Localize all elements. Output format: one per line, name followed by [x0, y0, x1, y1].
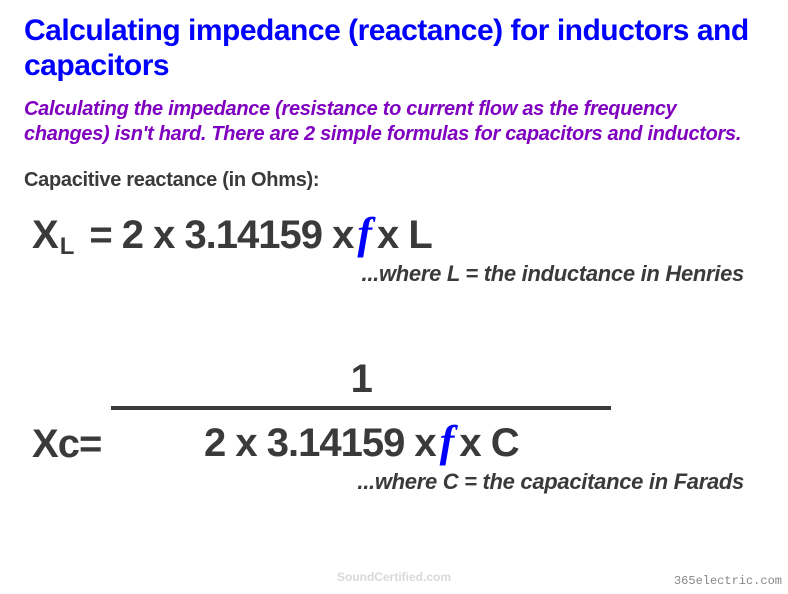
watermark-right: 365electric.com	[674, 574, 782, 588]
formula1-rhs-a: 2 x 3.14159 x	[122, 213, 354, 258]
formula2-den-b: x C	[459, 421, 518, 466]
watermark-center: SoundCertified.com	[0, 570, 788, 584]
formula1-fvar: f	[357, 208, 371, 259]
page-title: Calculating impedance (reactance) for in…	[24, 14, 764, 83]
section-label: Capacitive reactance (in Ohms):	[24, 169, 764, 192]
formula-capacitive: Xc = 1 2 x 3.14159 x f x C	[24, 357, 764, 467]
formula2-where: ...where C = the capacitance in Farads	[24, 469, 764, 495]
formula2-fraction: 1 2 x 3.14159 x f x C	[111, 357, 611, 467]
formula1-var: X	[32, 213, 58, 258]
formula2-lhs: Xc =	[32, 422, 101, 467]
formula1-where: ...where L = the inductance in Henries	[24, 261, 764, 287]
formula1-sub: L	[60, 233, 74, 261]
formula2-eq: =	[79, 422, 101, 467]
formula2-sub: c	[58, 422, 79, 467]
formula2-fvar: f	[440, 416, 454, 467]
formula2-denominator: 2 x 3.14159 x f x C	[204, 410, 519, 467]
page: Calculating impedance (reactance) for in…	[0, 0, 788, 594]
formula-inductive: XL = 2 x 3.14159 x f x L	[24, 208, 764, 259]
formula2-var: X	[32, 422, 58, 467]
formula1-eq: =	[89, 213, 111, 258]
formula2-numerator: 1	[351, 357, 372, 406]
page-subtitle: Calculating the impedance (resistance to…	[24, 97, 764, 147]
formula2-den-a: 2 x 3.14159 x	[204, 421, 436, 466]
formula1-rhs-b: x L	[377, 213, 432, 258]
